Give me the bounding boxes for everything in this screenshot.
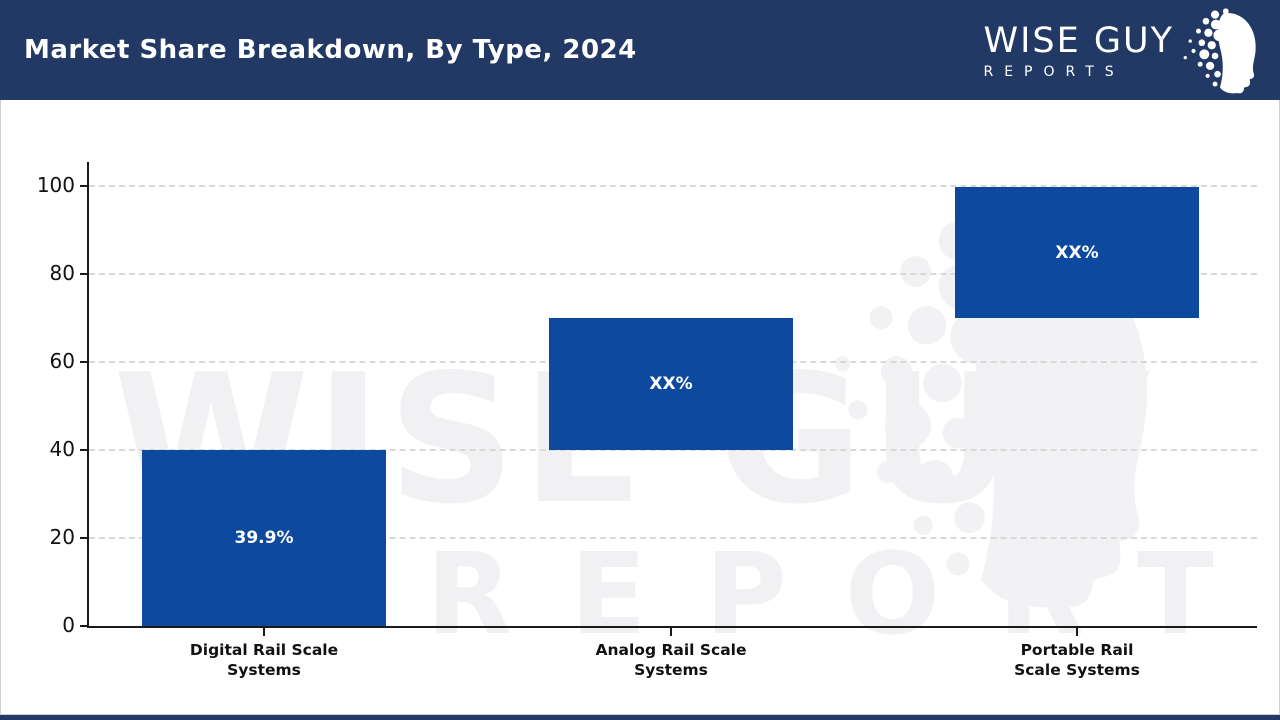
y-tick-mark [80, 537, 89, 539]
y-tick-label: 60 [49, 349, 75, 373]
x-axis-line [87, 626, 1257, 628]
bar-value-label: 39.9% [234, 528, 294, 549]
bar-3 [955, 186, 1199, 319]
x-axis-label: Portable Rail Scale Systems [1014, 641, 1140, 679]
gridline-20 [89, 537, 1257, 539]
y-tick-label: 20 [49, 525, 75, 549]
y-axis-line [87, 162, 89, 628]
x-axis-label: Digital Rail Scale Systems [189, 641, 339, 679]
logo-line1: WISE GUY [983, 21, 1174, 61]
x-tick-mark [670, 628, 672, 636]
y-tick-label: 0 [62, 613, 75, 637]
logo-wordmark: WISE GUY REPORTS [983, 21, 1174, 81]
y-tick-mark [80, 273, 89, 275]
logo-line2: REPORTS [983, 64, 1125, 80]
bar-value-label: XX% [649, 374, 693, 395]
footer-bar [0, 715, 1280, 720]
y-tick-mark [80, 185, 89, 187]
x-tick-mark [1076, 628, 1078, 636]
footer-divider [0, 714, 1280, 715]
y-tick-label: 100 [36, 173, 75, 197]
y-tick-mark [80, 361, 89, 363]
watermark-wordmark-line2: REPORTS [426, 530, 1279, 660]
x-tick-mark [263, 628, 265, 636]
wise-guy-reports-logo: WISE GUY REPORTS [983, 8, 1262, 94]
y-tick-mark [80, 625, 89, 627]
header: Market Share Breakdown, By Type, 2024 WI… [0, 0, 1280, 100]
y-tick-label: 40 [49, 437, 75, 461]
gridline-80 [89, 273, 1257, 275]
logo-face-icon [1183, 8, 1256, 94]
y-tick-mark [80, 449, 89, 451]
page-title: Market Share Breakdown, By Type, 2024 [24, 35, 637, 65]
x-axis-label: Analog Rail Scale Systems [595, 641, 747, 679]
bar-1 [142, 450, 386, 626]
bar-2 [549, 318, 793, 451]
chart-area: WISE GUY REPORTS 02040608010039.9%Digita… [0, 100, 1280, 715]
bar-value-label: XX% [1055, 242, 1099, 263]
y-tick-label: 80 [49, 261, 75, 285]
gridline-100 [89, 185, 1257, 187]
